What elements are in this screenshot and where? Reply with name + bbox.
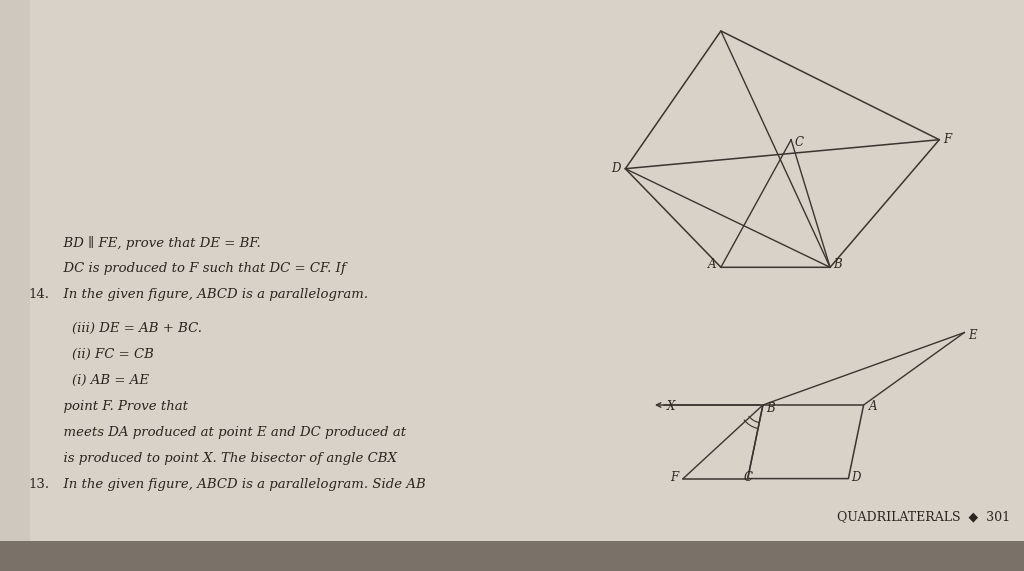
Bar [0, 540, 1024, 571]
Text: 13.: 13. [28, 478, 49, 491]
Text: (ii) FC = CB: (ii) FC = CB [55, 348, 154, 361]
Text: A: A [868, 400, 878, 413]
Text: F: F [670, 471, 678, 484]
Text: point F. Prove that: point F. Prove that [55, 400, 188, 413]
Text: C: C [743, 471, 753, 484]
Text: BD ∥ FE, prove that DE = BF.: BD ∥ FE, prove that DE = BF. [55, 236, 261, 250]
Text: C: C [794, 136, 803, 148]
Bar [0, 0, 30, 541]
Text: DC is produced to F such that DC = CF. If: DC is produced to F such that DC = CF. I… [55, 262, 346, 275]
Text: X: X [667, 400, 676, 413]
Text: In the given figure, ABCD is a parallelogram. Side AB: In the given figure, ABCD is a parallelo… [55, 478, 426, 491]
Text: QUADRILATERALS  ◆  301: QUADRILATERALS ◆ 301 [837, 510, 1010, 523]
Text: E: E [969, 328, 977, 341]
Text: A: A [708, 258, 716, 271]
Text: 14.: 14. [28, 288, 49, 301]
Text: (iii) DE = AB + BC.: (iii) DE = AB + BC. [55, 322, 202, 335]
Text: is produced to point X. The bisector of angle CBX: is produced to point X. The bisector of … [55, 452, 397, 465]
Text: D: D [611, 162, 621, 175]
Text: F: F [943, 133, 951, 146]
Text: meets DA produced at point E and DC produced at: meets DA produced at point E and DC prod… [55, 426, 407, 439]
Text: (i) AB = AE: (i) AB = AE [55, 374, 150, 387]
Text: D: D [851, 471, 861, 484]
Text: B: B [834, 258, 842, 271]
Text: In the given figure, ABCD is a parallelogram.: In the given figure, ABCD is a parallelo… [55, 288, 368, 301]
Text: B: B [766, 402, 774, 415]
